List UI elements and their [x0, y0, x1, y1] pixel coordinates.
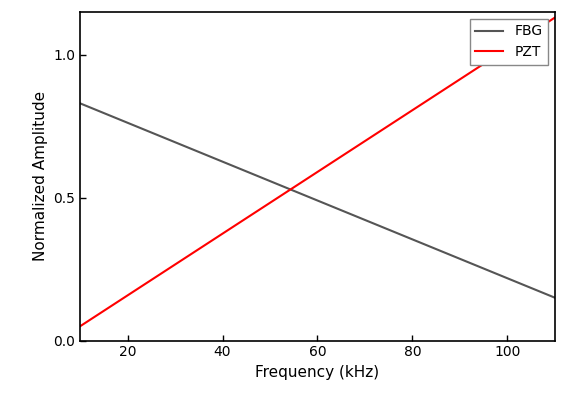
X-axis label: Frequency (kHz): Frequency (kHz)	[255, 365, 380, 380]
Legend: FBG, PZT: FBG, PZT	[470, 19, 548, 65]
Y-axis label: Normalized Amplitude: Normalized Amplitude	[33, 91, 47, 261]
